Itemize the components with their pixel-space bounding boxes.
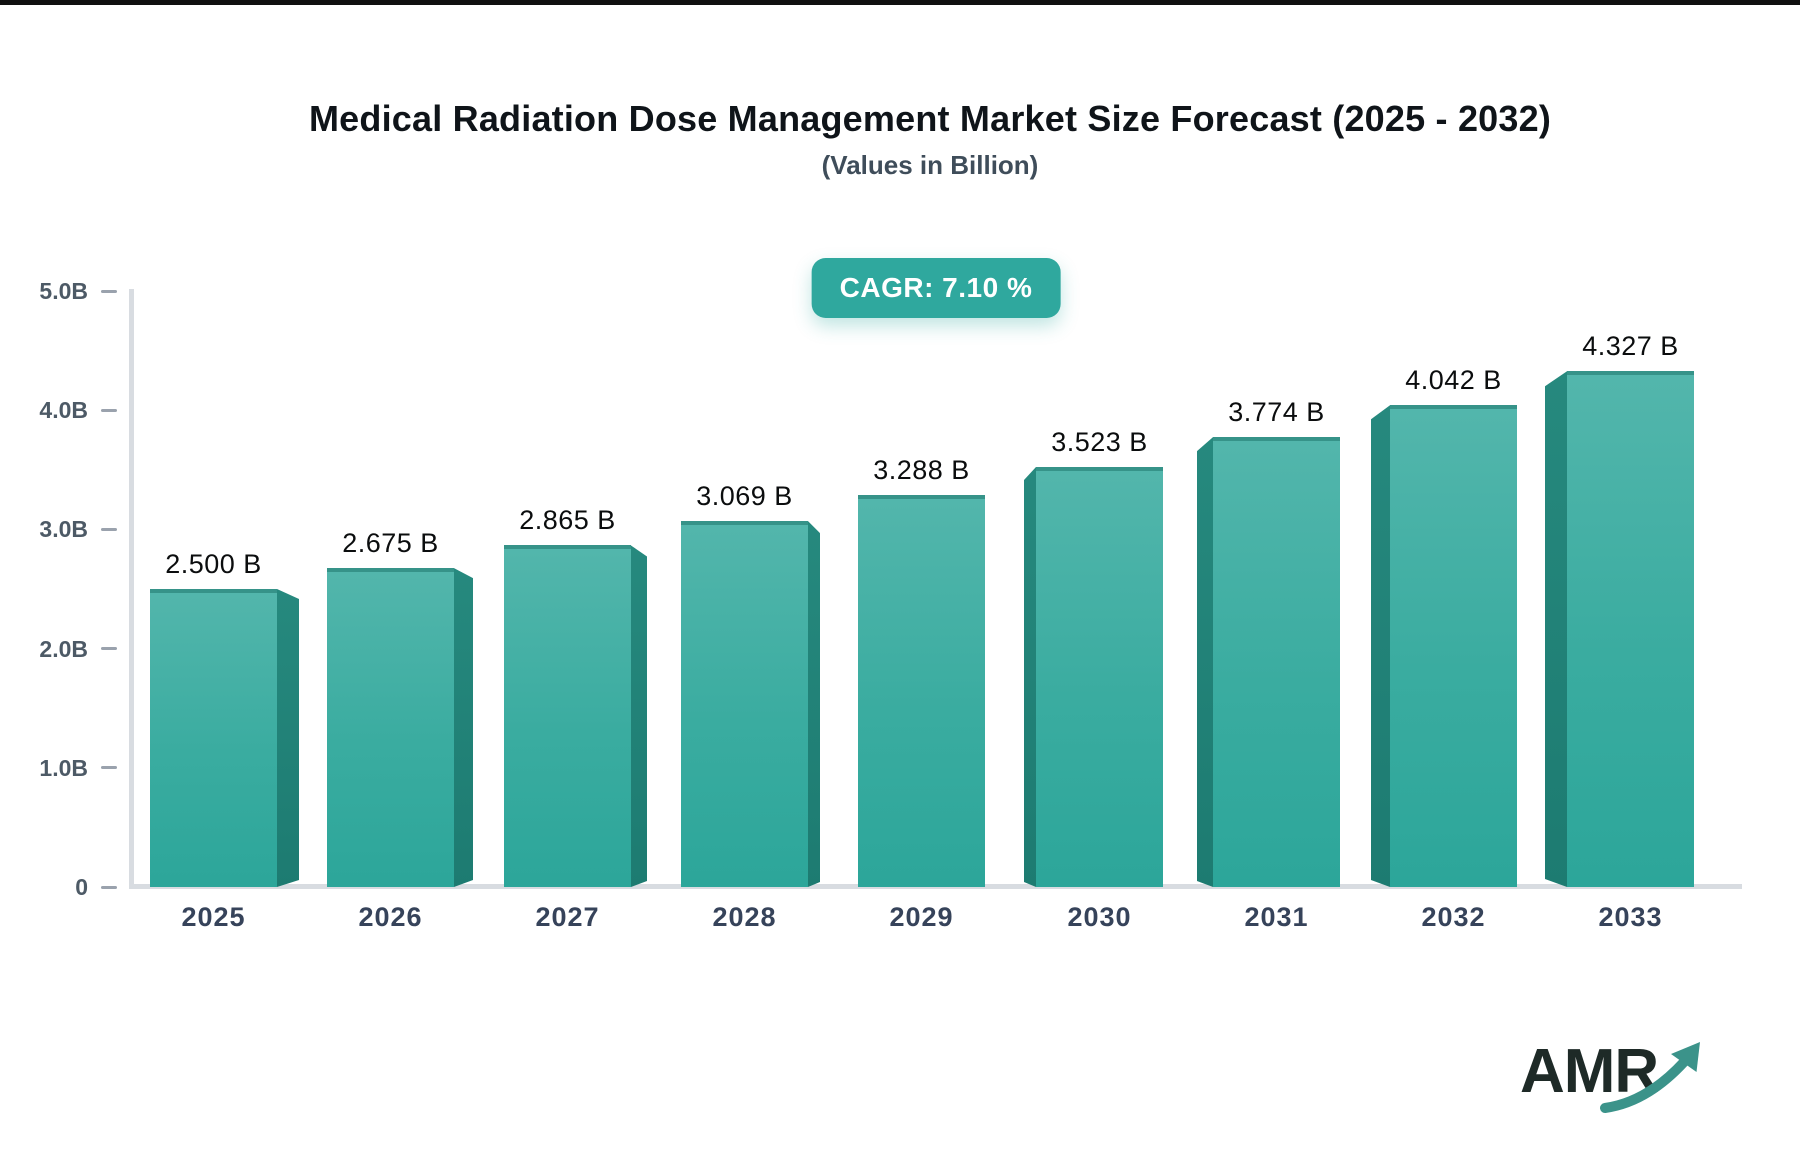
bar [1390,405,1517,887]
bar [1213,437,1340,887]
bar [1036,467,1163,887]
x-axis-label: 2027 [535,902,600,932]
cagr-badge: CAGR: 7.10 % [811,258,1061,318]
bar-value-label: 3.523 B [1051,427,1148,458]
bar-value-label: 3.774 B [1228,397,1325,428]
bar-3d-side [1197,437,1213,887]
bar-3d-side [808,521,820,887]
x-axis-label: 2033 [1598,902,1663,932]
x-axis-label: 2029 [889,902,954,932]
growth-arrow-icon [1600,1042,1700,1113]
y-axis-tick-dash [101,766,117,770]
y-axis-line [129,289,134,889]
bar-3d-side [631,545,647,887]
bar [858,495,985,887]
bar-value-label: 3.069 B [696,481,793,512]
chart-subtitle: (Values in Billion) [821,150,1039,180]
bar [150,589,277,887]
x-axis-label: 2032 [1421,902,1486,932]
bar-3d-side [1371,405,1390,887]
bar-3d-side [454,568,473,887]
bar-value-label: 4.042 B [1405,365,1502,396]
y-axis-tick-dash [101,527,117,531]
x-axis-label: 2026 [358,902,423,932]
y-axis-tick-label: 1.0B [39,754,88,781]
amr-logo: AMR [1520,1037,1700,1113]
bar-3d-side [1024,467,1036,887]
bar-value-label: 2.865 B [519,505,616,536]
y-axis-tick-label: 2.0B [39,635,88,662]
y-axis-tick-dash [101,289,117,293]
top-border [0,0,1800,5]
chart-title: Medical Radiation Dose Management Market… [308,98,1552,139]
y-axis-tick-dash [101,647,117,651]
bar [327,568,454,887]
x-axis-label: 2028 [712,902,777,932]
y-axis-tick-label: 4.0B [39,397,88,424]
y-axis-tick-label: 0 [75,874,88,900]
y-axis-tick-label: 5.0B [39,278,88,304]
bar [1567,371,1694,887]
bar-3d-side [1545,371,1567,887]
bar-value-label: 4.327 B [1582,331,1679,362]
bar-value-label: 2.675 B [342,528,439,559]
bar [504,545,631,887]
x-axis-label: 2025 [181,902,246,932]
y-axis-tick-dash [101,885,117,889]
y-axis-tick-dash [101,408,117,412]
bar-value-label: 2.500 B [165,549,262,579]
bar-value-label: 3.288 B [873,455,970,486]
y-axis-tick-label: 3.0B [39,516,88,543]
bar [681,521,808,887]
x-axis-label: 2031 [1244,902,1309,932]
x-axis-label: 2030 [1067,902,1132,932]
bar-3d-side [277,589,299,887]
